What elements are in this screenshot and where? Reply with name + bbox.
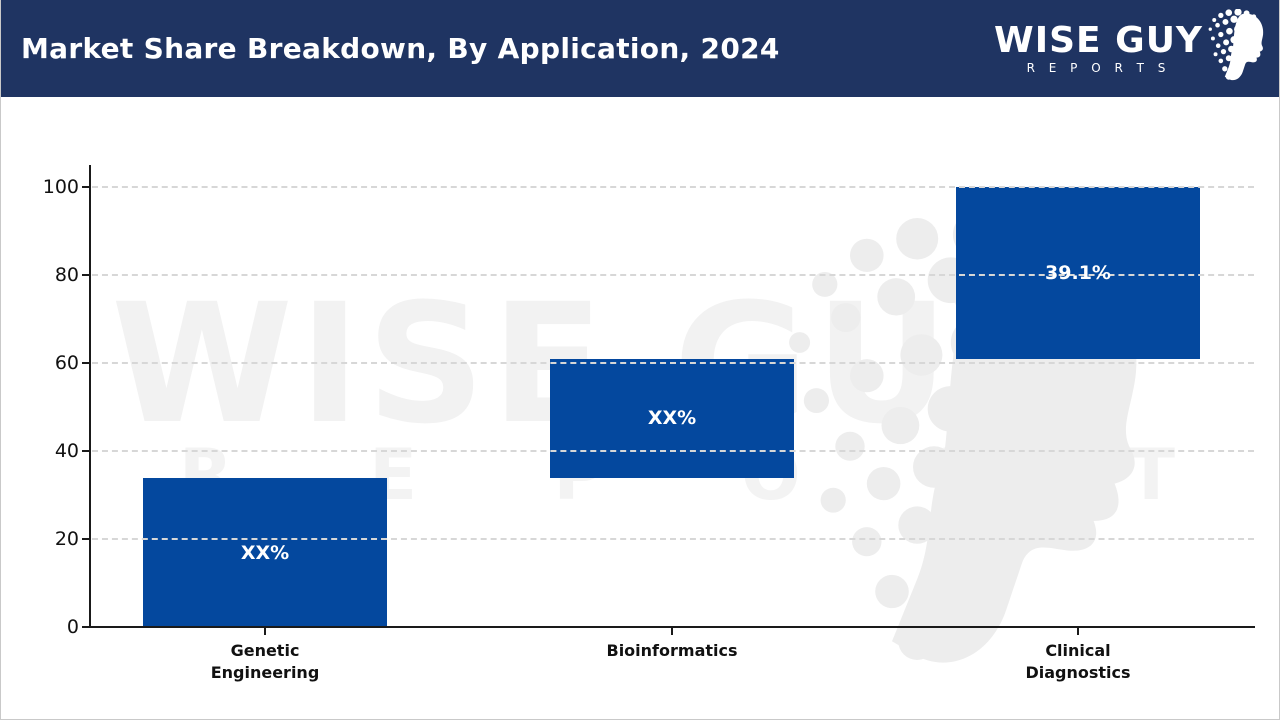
y-tick-mark (82, 185, 89, 188)
x-tick-mark (264, 628, 266, 635)
x-category-label: Clinical Diagnostics (1025, 641, 1131, 682)
bar-segment (956, 186, 1200, 359)
page-title: Market Share Breakdown, By Application, … (21, 32, 780, 65)
gridline (92, 537, 1254, 540)
x-tick-mark (671, 628, 673, 635)
y-tick-mark (82, 273, 89, 276)
y-tick-label: 80 (54, 263, 79, 286)
header-bar: Market Share Breakdown, By Application, … (1, 0, 1279, 97)
gridline (92, 185, 1254, 188)
x-category-label: Genetic Engineering (210, 641, 320, 682)
y-tick-label: 0 (66, 616, 79, 638)
gridline (92, 361, 1254, 364)
x-tick-mark (1077, 628, 1079, 635)
logo-head-icon (1208, 8, 1264, 80)
y-tick-mark (82, 449, 89, 452)
logo-wordmark: WISE GUY (993, 20, 1203, 61)
x-category-label: Bioinformatics (606, 641, 738, 660)
y-tick-label: 60 (54, 351, 79, 374)
gridline (92, 449, 1254, 452)
y-tick-label: 40 (54, 439, 79, 462)
bar-segment (143, 478, 387, 627)
logo-subtext: R E P O R T S (1026, 61, 1171, 75)
logo-text: WISE GUY R E P O R T S (993, 20, 1203, 76)
bar-segment (550, 358, 794, 479)
bar-value-label: 39.1% (1045, 261, 1111, 284)
bar-value-label: XX% (240, 541, 290, 564)
y-tick-label: 20 (54, 527, 79, 550)
x-axis-line (89, 626, 1255, 628)
y-tick-mark (82, 537, 89, 540)
wiseguy-logo: WISE GUY R E P O R T S (993, 8, 1271, 89)
bar-value-label: XX% (647, 407, 697, 430)
y-tick-mark (82, 626, 89, 628)
y-axis-line (89, 165, 91, 628)
gridline (92, 273, 1254, 276)
y-tick-label: 100 (42, 175, 79, 198)
y-tick-mark (82, 361, 89, 364)
